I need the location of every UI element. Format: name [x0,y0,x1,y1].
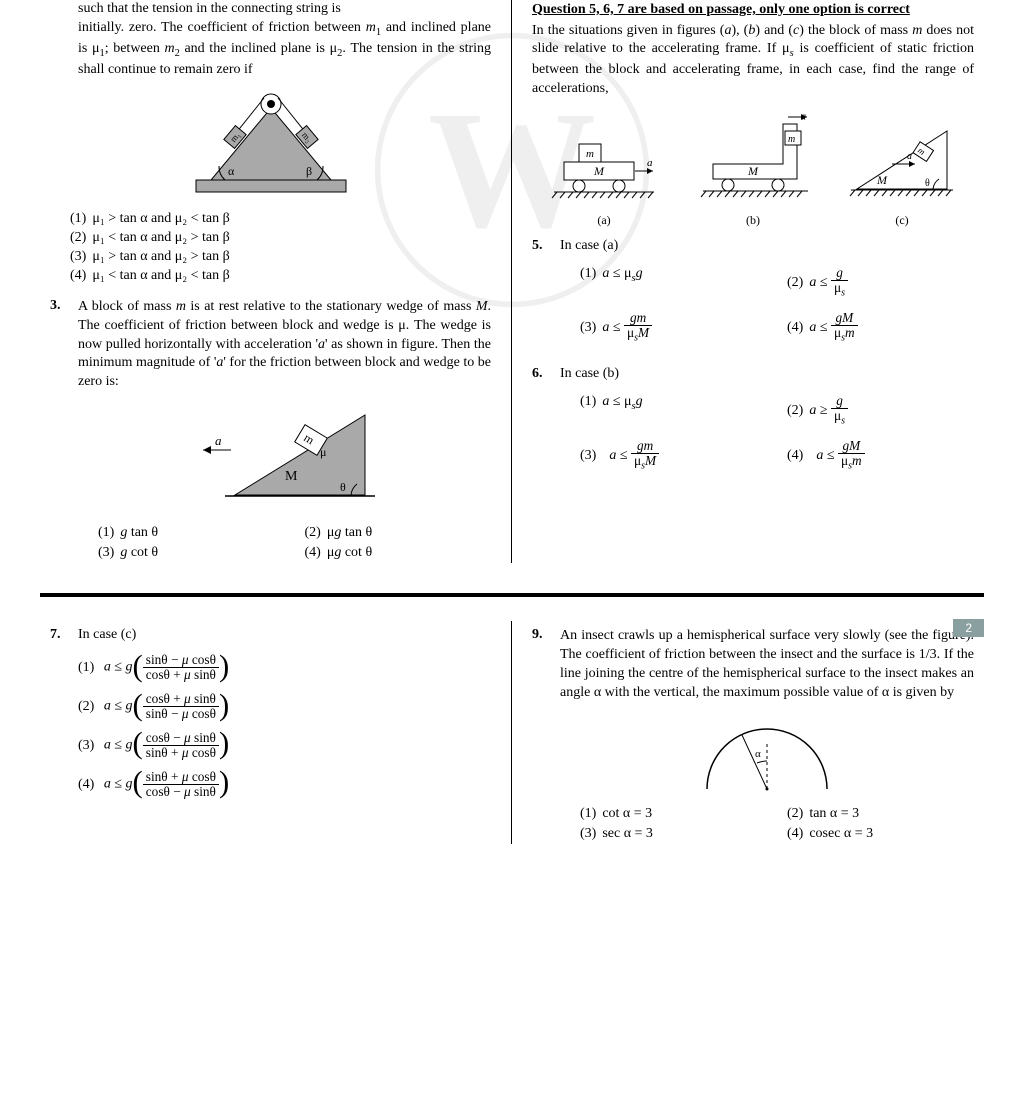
svg-text:a: a [801,112,806,123]
svg-text:μ: μ [320,445,326,459]
svg-text:m: m [788,134,795,145]
q3-options: (1)g tan θ (2)μg tan θ (3)g cot θ (4)μg … [78,523,491,563]
q6-number: 6. [532,366,560,382]
svg-text:a: a [647,157,653,169]
q6-options: (1)a ≤ μsg (2)a ≥ gμs (3) a ≤ gmμsM (4) … [560,388,974,478]
q7-text: In case (c) [78,627,491,643]
svg-text:β: β [306,164,312,178]
q9-text: An insect crawls up a hemispherical surf… [560,627,974,703]
svg-text:M: M [876,173,888,187]
passage-text: In the situations given in figures (a), … [532,22,974,100]
svg-text:m: m [586,148,594,160]
q2-intro-partial: such that the tension in the connecting … [78,0,491,19]
q2-figure: m₁ m₂ α β [50,88,491,203]
q3-figure: m μ M θ a [78,400,491,515]
q5-number: 5. [532,238,560,254]
svg-text:α: α [755,748,761,760]
q5-text: In case (a) [560,238,974,254]
svg-text:α: α [228,164,235,178]
svg-text:θ: θ [925,178,930,189]
svg-text:θ: θ [340,480,346,494]
q5-options: (1)a ≤ μsg (2)a ≤ gμs (3)a ≤ gmμsM (4)a … [560,260,974,350]
svg-text:M: M [747,164,759,178]
svg-text:M: M [593,164,605,178]
q2-options: (1)μ₁ > tan α and μ₂ < tan β (2)μ₁ < tan… [50,211,491,284]
q2-text: initially. zero. The coefficient of fric… [78,19,491,80]
q9-number: 9. [532,627,560,643]
svg-text:M: M [285,469,298,484]
q3-text: A block of mass m is at rest relative to… [78,298,491,392]
q6-text: In case (b) [560,366,974,382]
q7-options: (1) a ≤ g(sinθ − μ cosθcosθ + μ sinθ) (2… [78,653,491,799]
passage-title: Question 5, 6, 7 are based on passage, o… [532,0,974,20]
q9-options: (1)cot α = 3 (2)tan α = 3 (3)sec α = 3 (… [560,804,974,844]
q9-figure: α [560,711,974,796]
passage-figures: M m [532,109,974,228]
page-badge: 2 [953,619,984,637]
section-divider [40,593,984,597]
q3-number: 3. [50,298,78,314]
q7-number: 7. [50,627,78,643]
svg-text:a: a [907,151,912,162]
svg-text:a: a [215,433,222,448]
